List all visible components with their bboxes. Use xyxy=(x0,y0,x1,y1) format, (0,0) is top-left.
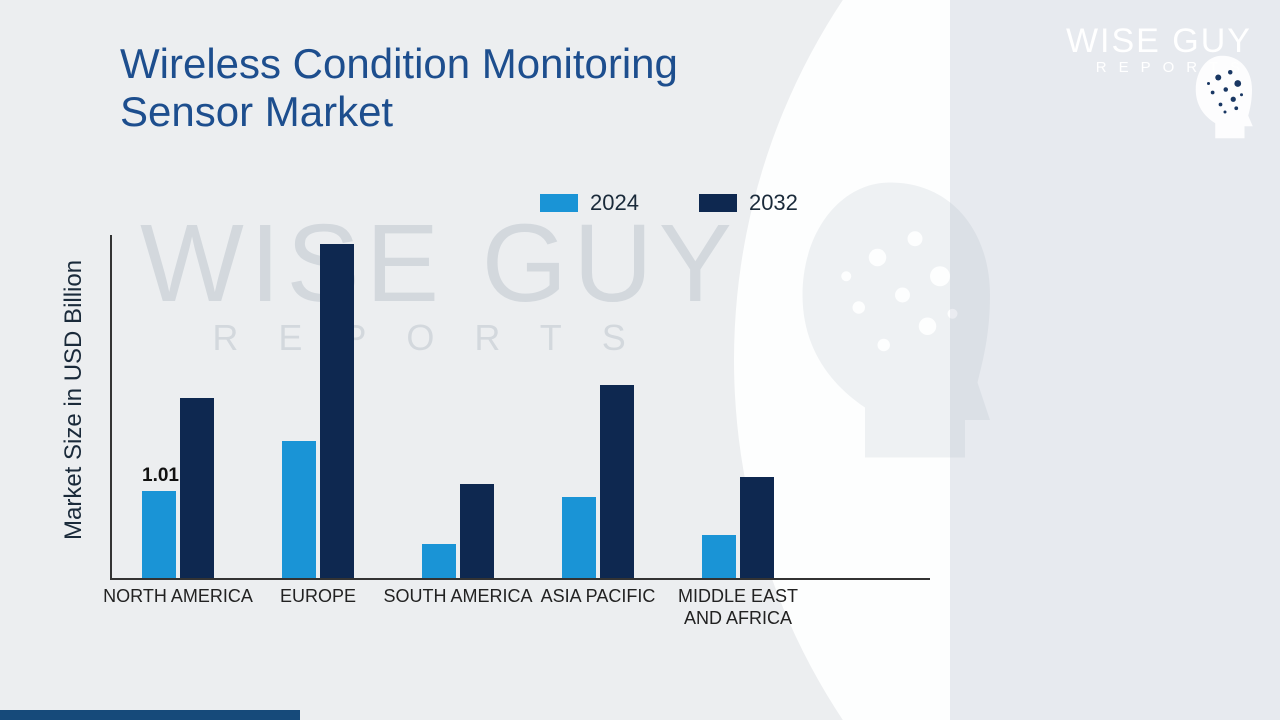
bar xyxy=(180,398,214,578)
bar xyxy=(702,535,736,578)
bar xyxy=(460,484,494,578)
bar xyxy=(600,385,634,578)
legend-label-2032: 2032 xyxy=(749,190,798,216)
legend: 2024 2032 xyxy=(540,190,798,216)
chart-area: 1.01NORTH AMERICAEUROPESOUTH AMERICAASIA… xyxy=(110,235,930,580)
category-label: EUROPE xyxy=(238,578,398,608)
category-label: ASIA PACIFIC xyxy=(518,578,678,608)
bar: 1.01 xyxy=(142,491,176,578)
stage: WISE GUY REPORTS WISE GUY REPORTS Wirele… xyxy=(0,0,1280,720)
bar xyxy=(422,544,456,578)
bar xyxy=(562,497,596,578)
chart-title: Wireless Condition Monitoring Sensor Mar… xyxy=(120,40,760,137)
bar xyxy=(282,441,316,578)
brand-logo: WISE GUY REPORTS xyxy=(1066,22,1252,76)
legend-swatch-2032 xyxy=(699,194,737,212)
legend-label-2024: 2024 xyxy=(590,190,639,216)
plot-region: 1.01NORTH AMERICAEUROPESOUTH AMERICAASIA… xyxy=(110,235,930,580)
category-label: MIDDLE EAST AND AFRICA xyxy=(658,578,818,629)
bottom-accent-bar xyxy=(0,710,300,720)
bar xyxy=(320,244,354,578)
y-axis-label: Market Size in USD Billion xyxy=(60,260,88,540)
legend-item-2032: 2032 xyxy=(699,190,798,216)
bar-value-label: 1.01 xyxy=(142,465,176,487)
category-label: NORTH AMERICA xyxy=(98,578,258,608)
bar xyxy=(740,477,774,578)
legend-swatch-2024 xyxy=(540,194,578,212)
category-label: SOUTH AMERICA xyxy=(378,578,538,608)
legend-item-2024: 2024 xyxy=(540,190,639,216)
logo-head-icon xyxy=(1182,52,1262,142)
